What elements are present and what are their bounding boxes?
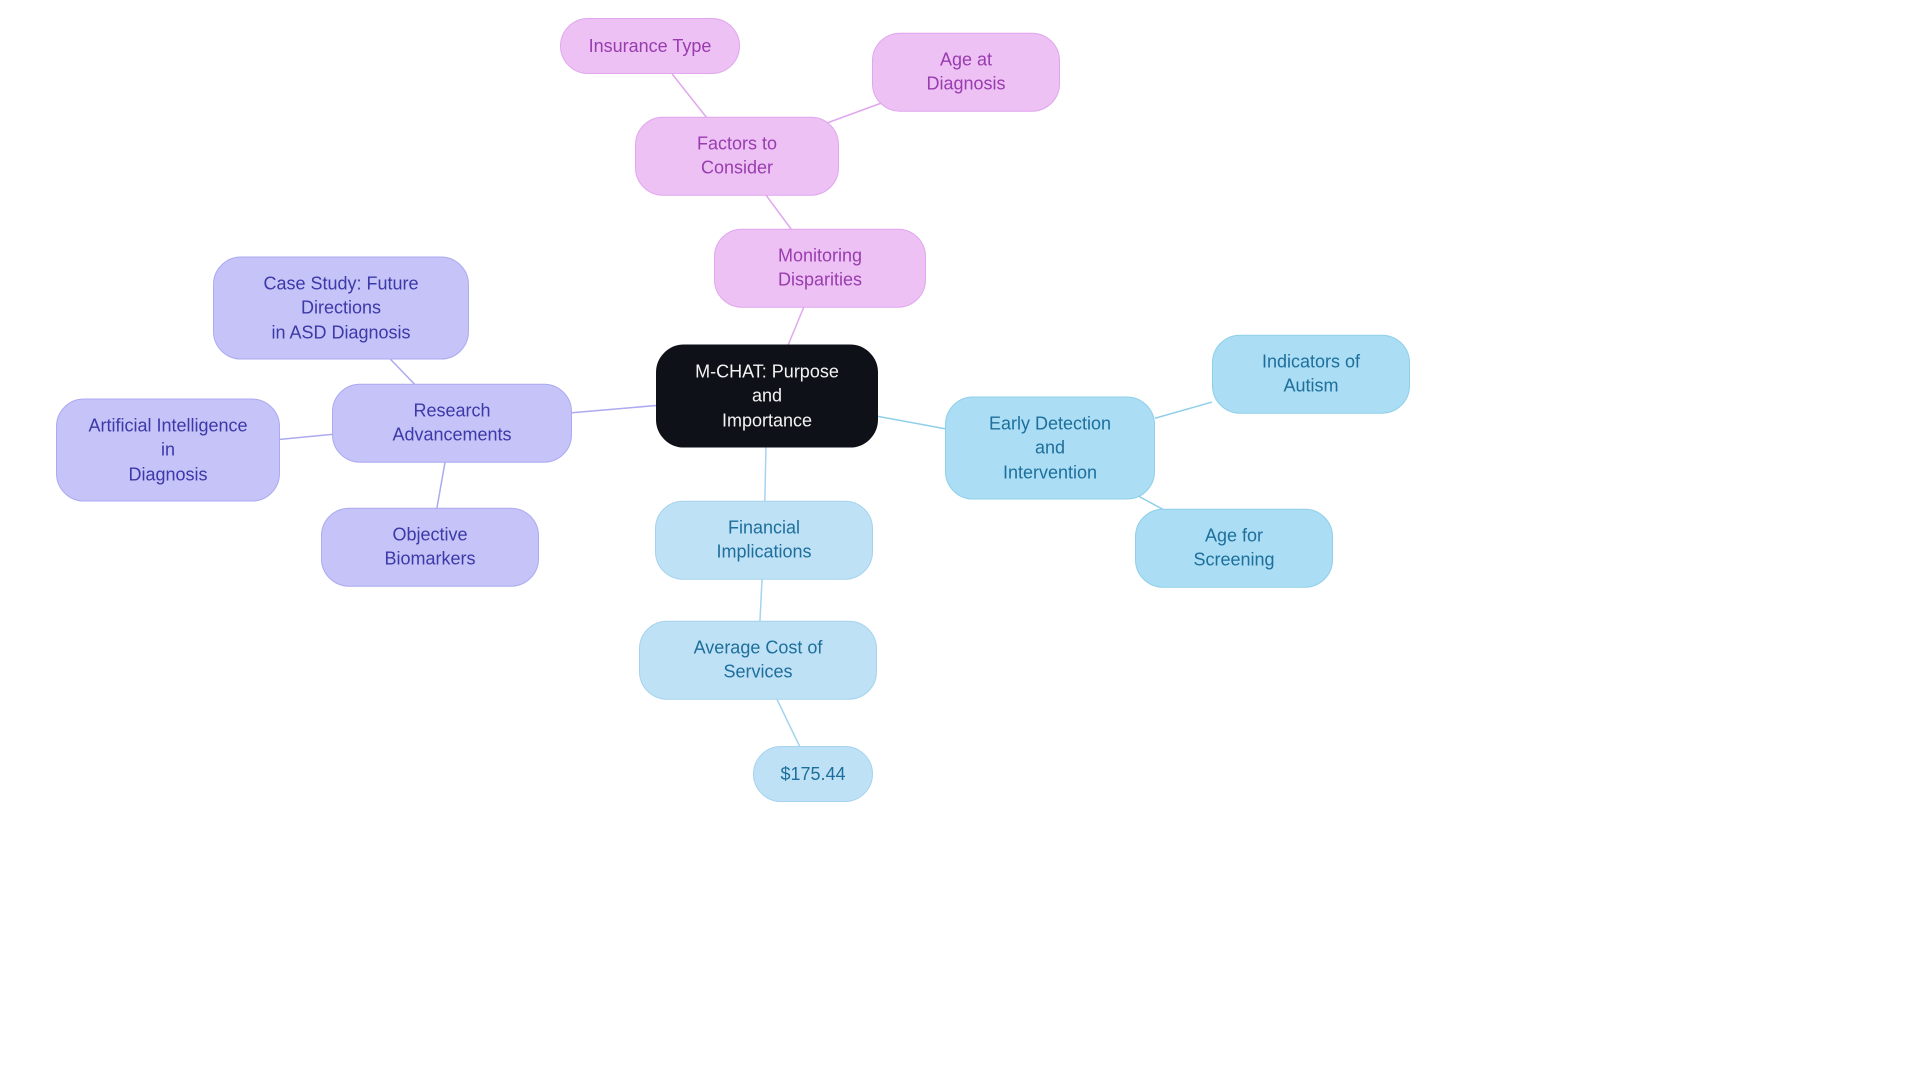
edge-layer: [0, 0, 1920, 1083]
node-ins: Insurance Type: [560, 18, 740, 74]
edge: [878, 416, 945, 428]
node-case: Case Study: Future Directions in ASD Dia…: [213, 257, 469, 360]
edge: [572, 406, 656, 413]
node-cost: Average Cost of Services: [639, 621, 877, 700]
edge: [280, 434, 332, 439]
node-aad: Age at Diagnosis: [872, 33, 1060, 112]
node-early: Early Detection and Intervention: [945, 397, 1155, 500]
edge: [1155, 402, 1212, 418]
node-bio: Objective Biomarkers: [321, 508, 539, 587]
node-indic: Indicators of Autism: [1212, 335, 1410, 414]
node-mon: Monitoring Disparities: [714, 229, 926, 308]
node-root: M-CHAT: Purpose and Importance: [656, 345, 878, 448]
node-fin: Financial Implications: [655, 501, 873, 580]
node-val: $175.44: [753, 746, 873, 802]
node-res: Research Advancements: [332, 384, 572, 463]
node-ai: Artificial Intelligence in Diagnosis: [56, 399, 280, 502]
node-fac: Factors to Consider: [635, 117, 839, 196]
mindmap-canvas: M-CHAT: Purpose and Importance Early Dete…: [0, 0, 1920, 1083]
node-age: Age for Screening: [1135, 509, 1333, 588]
